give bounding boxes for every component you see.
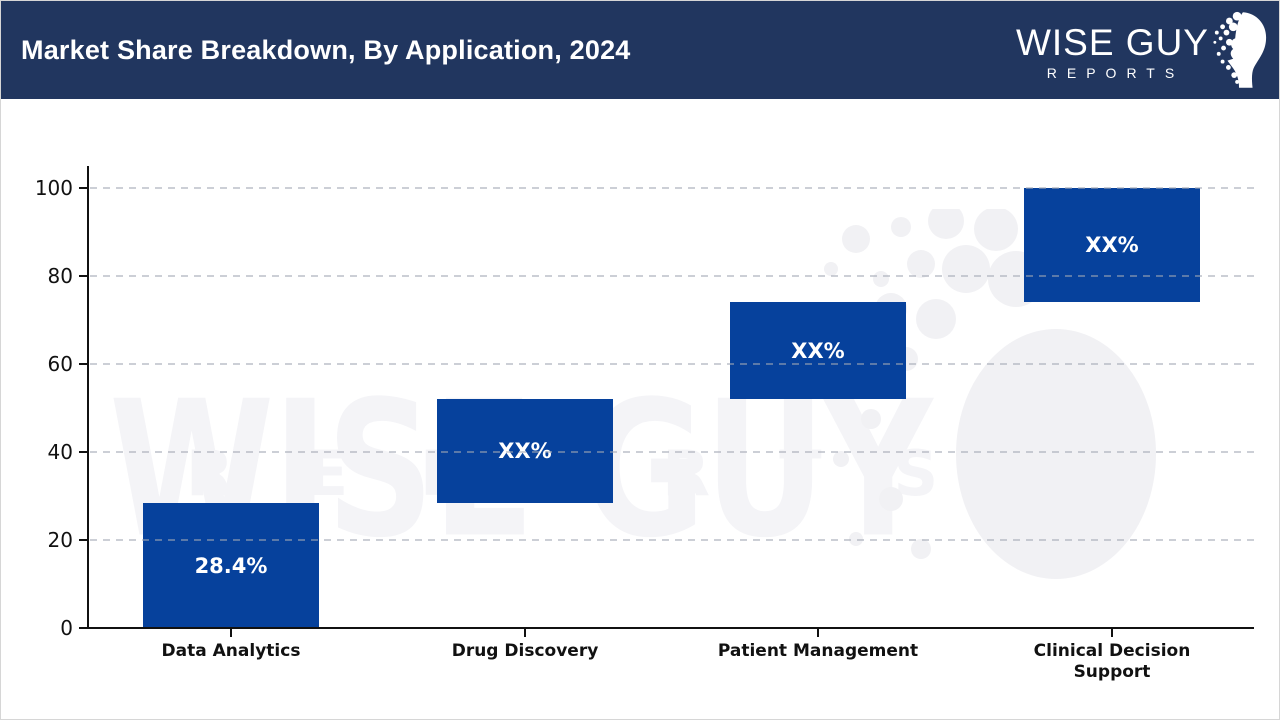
y-tick-label: 80 xyxy=(47,264,73,288)
logo-wordmark-sub: REPORTS xyxy=(1046,65,1185,81)
y-tick-label: 20 xyxy=(47,528,73,552)
y-tick-mark xyxy=(79,363,88,365)
y-tick-label: 100 xyxy=(34,176,73,200)
y-tick-label: 40 xyxy=(47,440,73,464)
x-tick-mark xyxy=(1111,629,1113,637)
grid-line xyxy=(90,451,1254,453)
x-axis-line xyxy=(87,627,1254,629)
bar: 28.4% xyxy=(143,503,319,628)
y-tick-mark xyxy=(79,187,88,189)
x-tick-mark xyxy=(524,629,526,637)
x-category-label: Patient Management xyxy=(717,641,919,661)
bar: XX% xyxy=(730,302,906,400)
plot-area: WISE GUY REPORTS 28.4%XX%XX%XX%020406080… xyxy=(1,99,1279,719)
y-tick-mark xyxy=(79,275,88,277)
header: Market Share Breakdown, By Application, … xyxy=(1,1,1279,99)
logo-face-icon xyxy=(1213,11,1267,88)
grid-line xyxy=(90,539,1254,541)
x-tick-mark xyxy=(230,629,232,637)
page-title: Market Share Breakdown, By Application, … xyxy=(21,34,631,65)
x-category-label: Clinical Decision Support xyxy=(1033,641,1191,682)
y-tick-label: 0 xyxy=(60,616,73,640)
logo-wordmark-main: WISE GUY xyxy=(1015,22,1209,63)
grid-line xyxy=(90,275,1254,277)
bar: XX% xyxy=(1024,188,1200,303)
x-category-label: Data Analytics xyxy=(161,641,301,661)
y-tick-label: 60 xyxy=(47,352,73,376)
x-category-label: Drug Discovery xyxy=(451,641,599,661)
y-axis-line xyxy=(87,166,89,627)
bar-value-label: XX% xyxy=(1085,233,1139,258)
grid-line xyxy=(90,187,1254,189)
bar-value-label: XX% xyxy=(791,338,845,363)
x-tick-mark xyxy=(817,629,819,637)
bar-value-label: 28.4% xyxy=(194,553,268,578)
y-tick-mark xyxy=(79,451,88,453)
y-tick-mark xyxy=(79,627,88,629)
brand-logo: WISE GUY REPORTS xyxy=(1016,11,1269,89)
logo-wordmark: WISE GUY REPORTS xyxy=(1016,24,1209,81)
grid-line xyxy=(90,363,1254,365)
y-tick-mark xyxy=(79,539,88,541)
